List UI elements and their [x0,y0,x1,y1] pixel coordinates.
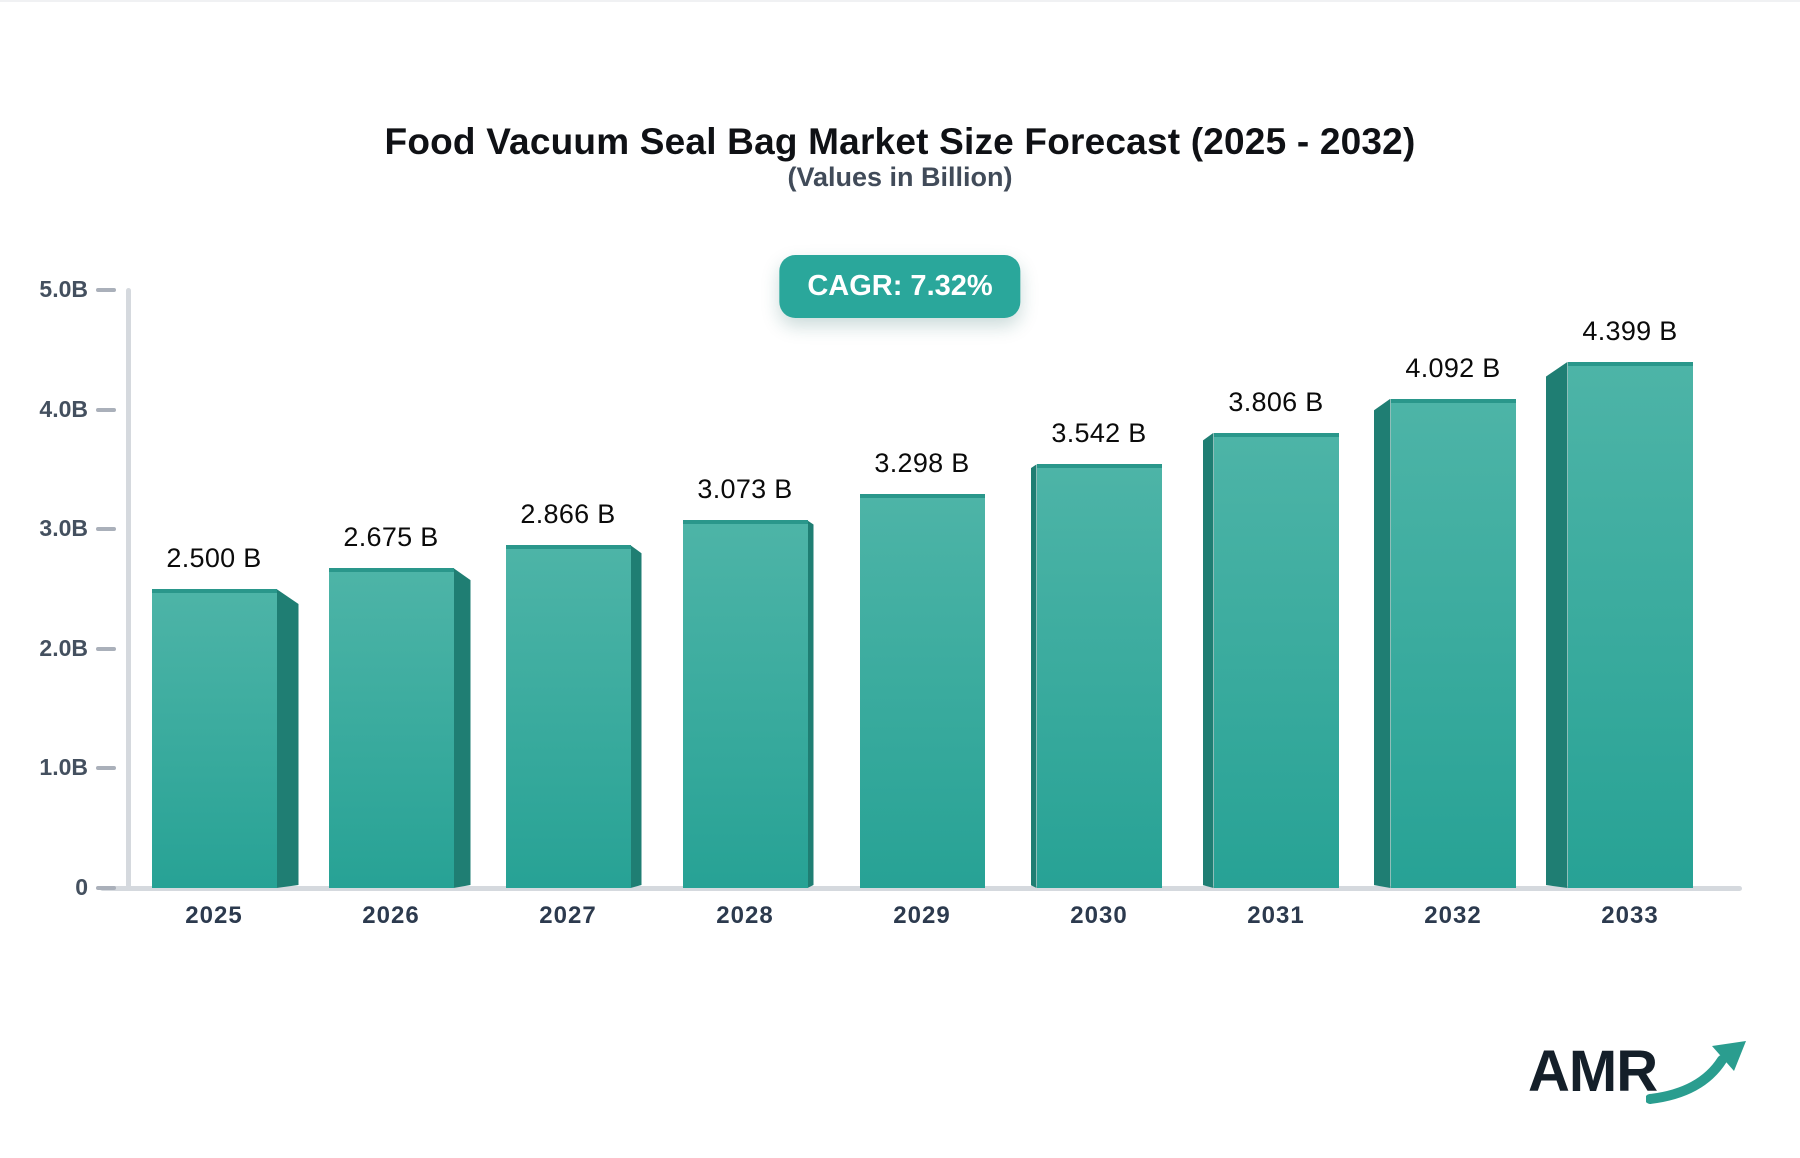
bar-side-2026 [454,568,471,888]
y-tick-dash [96,527,116,532]
bar-value-label: 4.092 B [1405,352,1501,383]
bar-face-2025 [151,589,277,888]
bar-side-2033 [1546,362,1568,888]
bar-face-2027 [505,545,631,888]
y-tick-label: 2.0B [39,634,88,661]
bar-face-2033 [1567,361,1693,888]
x-tick-label: 2032 [1424,902,1482,929]
bar-face-2031 [1213,432,1339,888]
x-tick-label: 2026 [362,902,420,929]
bar-value-label: 4.399 B [1582,315,1678,346]
chart-title: Food Vacuum Seal Bag Market Size Forecas… [384,120,1416,162]
y-tick-dash [96,766,116,771]
y-tick-dash [96,288,116,292]
bar-value-label: 3.542 B [1051,418,1147,449]
bar-value-label: 3.806 B [1228,386,1324,417]
y-tick-label: 0 [75,874,88,900]
bar-value-label: 3.073 B [697,474,793,505]
trending-up-arrow-icon [1646,1041,1746,1104]
bar-face-2026 [328,568,454,888]
y-tick-label: 4.0B [39,395,88,422]
bar-value-label: 2.500 B [166,543,262,573]
y-tick-label: 3.0B [39,515,88,542]
y-tick-label: 5.0B [39,276,88,302]
y-tick-dash [96,886,116,890]
bar-value-label: 2.866 B [520,499,616,530]
bar-value-label: 3.298 B [874,447,970,478]
bar-side-2031 [1203,433,1214,888]
x-tick-label: 2033 [1601,902,1659,929]
y-tick-dash [96,646,116,651]
bar-side-2030 [1031,464,1037,888]
x-tick-label: 2030 [1070,902,1128,929]
x-tick-label: 2031 [1247,902,1305,929]
bar-face-2030 [1036,464,1162,888]
x-tick-label: 2027 [539,902,597,929]
x-axis-line [100,886,1742,891]
bar-face-2032 [1390,398,1516,888]
cagr-badge: CAGR: 7.32% [779,255,1021,318]
y-axis-line [126,288,131,888]
bar-side-2032 [1374,399,1391,888]
x-tick-label: 2025 [185,902,243,929]
x-tick-label: 2028 [716,902,774,929]
amr-logo: AMR [1528,1038,1758,1118]
y-tick-dash [96,407,116,412]
x-tick-label: 2029 [893,902,951,929]
amr-logo-text: AMR [1528,1039,1658,1104]
chart-subtitle: (Values in Billion) [787,162,1013,192]
y-tick-label: 1.0B [39,754,88,781]
bar-face-2028 [682,520,808,888]
bar-side-2025 [277,589,299,888]
bar-side-2027 [631,545,642,888]
bar-value-label: 2.675 B [343,522,439,553]
bar-side-2028 [808,520,814,888]
bar-face-2029 [859,493,985,888]
